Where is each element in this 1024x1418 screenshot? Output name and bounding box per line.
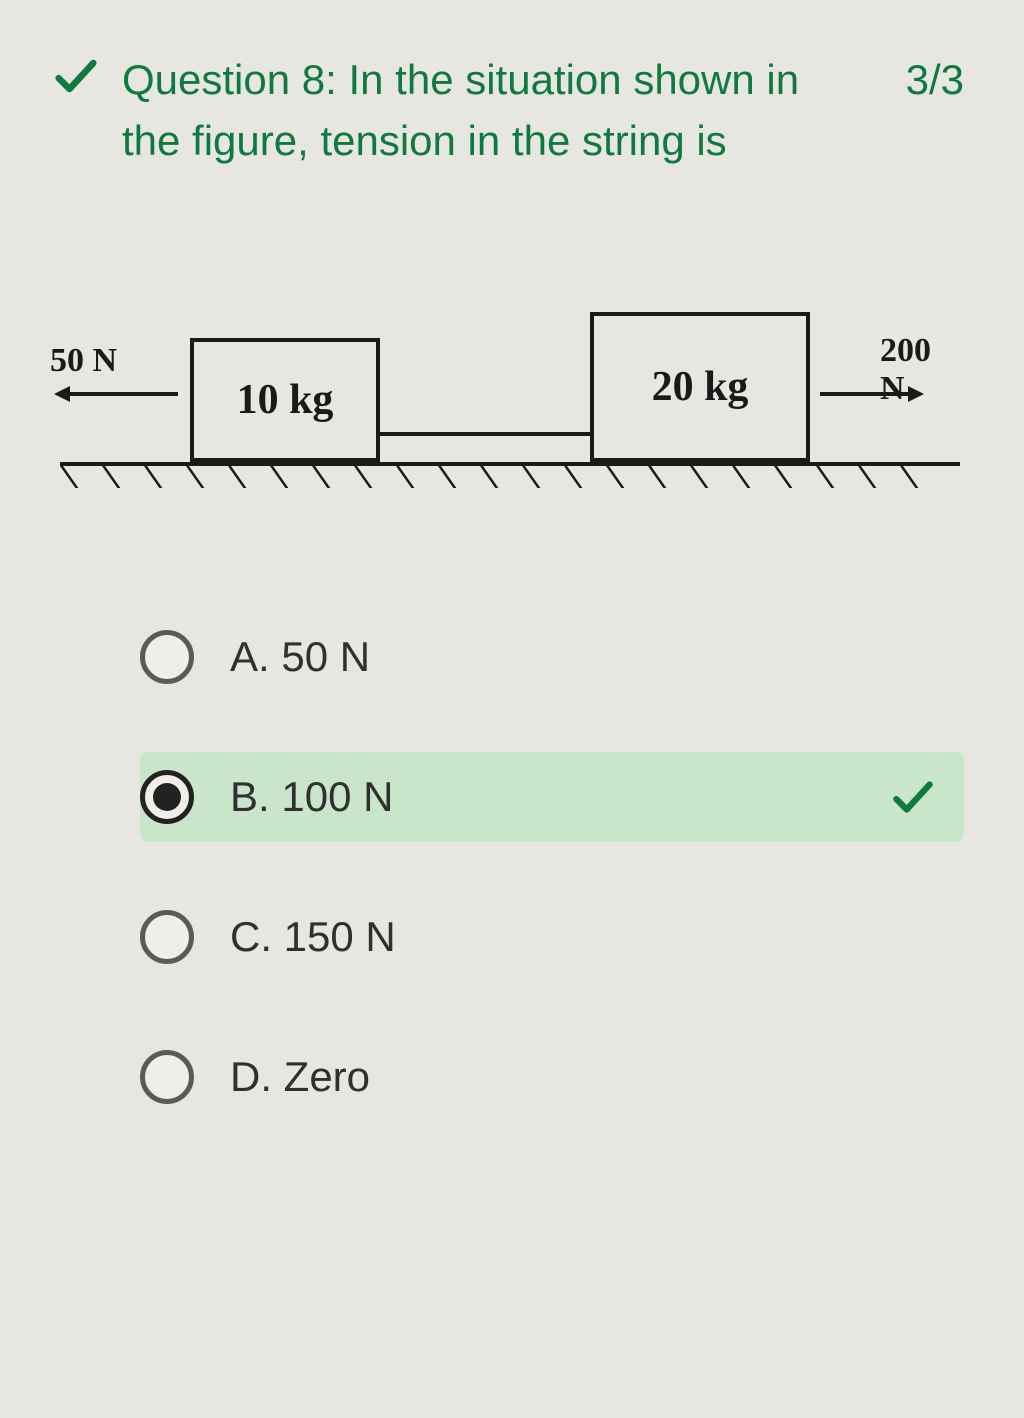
- force-left-label: 50 N: [50, 342, 117, 380]
- block-20kg: 20 kg: [590, 312, 810, 462]
- option-b[interactable]: B. 100 N: [140, 752, 964, 842]
- question-score: 3/3: [884, 50, 964, 111]
- question-title: Question 8: In the situation shown in th…: [122, 50, 864, 172]
- physics-diagram: 50 N 10 kg 20 kg 200 N: [50, 292, 964, 512]
- question-title-wrap: Question 8: In the situation shown in th…: [122, 50, 864, 172]
- option-c[interactable]: C. 150 N: [140, 892, 964, 982]
- option-c-label: C. 150 N: [230, 913, 396, 961]
- radio-icon: [140, 630, 194, 684]
- ground-hatches: [60, 466, 960, 488]
- force-right-label: 200 N: [880, 332, 964, 408]
- question-header: Question 8: In the situation shown in th…: [50, 50, 964, 172]
- option-a-label: A. 50 N: [230, 633, 370, 681]
- check-icon: [50, 50, 102, 102]
- options-list: A. 50 N B. 100 N C. 150 N D. Zero: [50, 612, 964, 1122]
- radio-icon: [140, 770, 194, 824]
- option-d-label: D. Zero: [230, 1053, 370, 1101]
- block-10kg: 10 kg: [190, 338, 380, 462]
- option-d[interactable]: D. Zero: [140, 1032, 964, 1122]
- radio-icon: [140, 910, 194, 964]
- check-icon: [888, 772, 938, 822]
- block-10kg-label: 10 kg: [237, 376, 334, 424]
- option-b-label: B. 100 N: [230, 773, 393, 821]
- radio-dot-icon: [153, 783, 181, 811]
- radio-icon: [140, 1050, 194, 1104]
- string-line: [380, 432, 590, 436]
- block-20kg-label: 20 kg: [652, 363, 749, 411]
- option-a[interactable]: A. 50 N: [140, 612, 964, 702]
- arrow-left-icon: [68, 392, 178, 396]
- quiz-page: Question 8: In the situation shown in th…: [0, 0, 1024, 1418]
